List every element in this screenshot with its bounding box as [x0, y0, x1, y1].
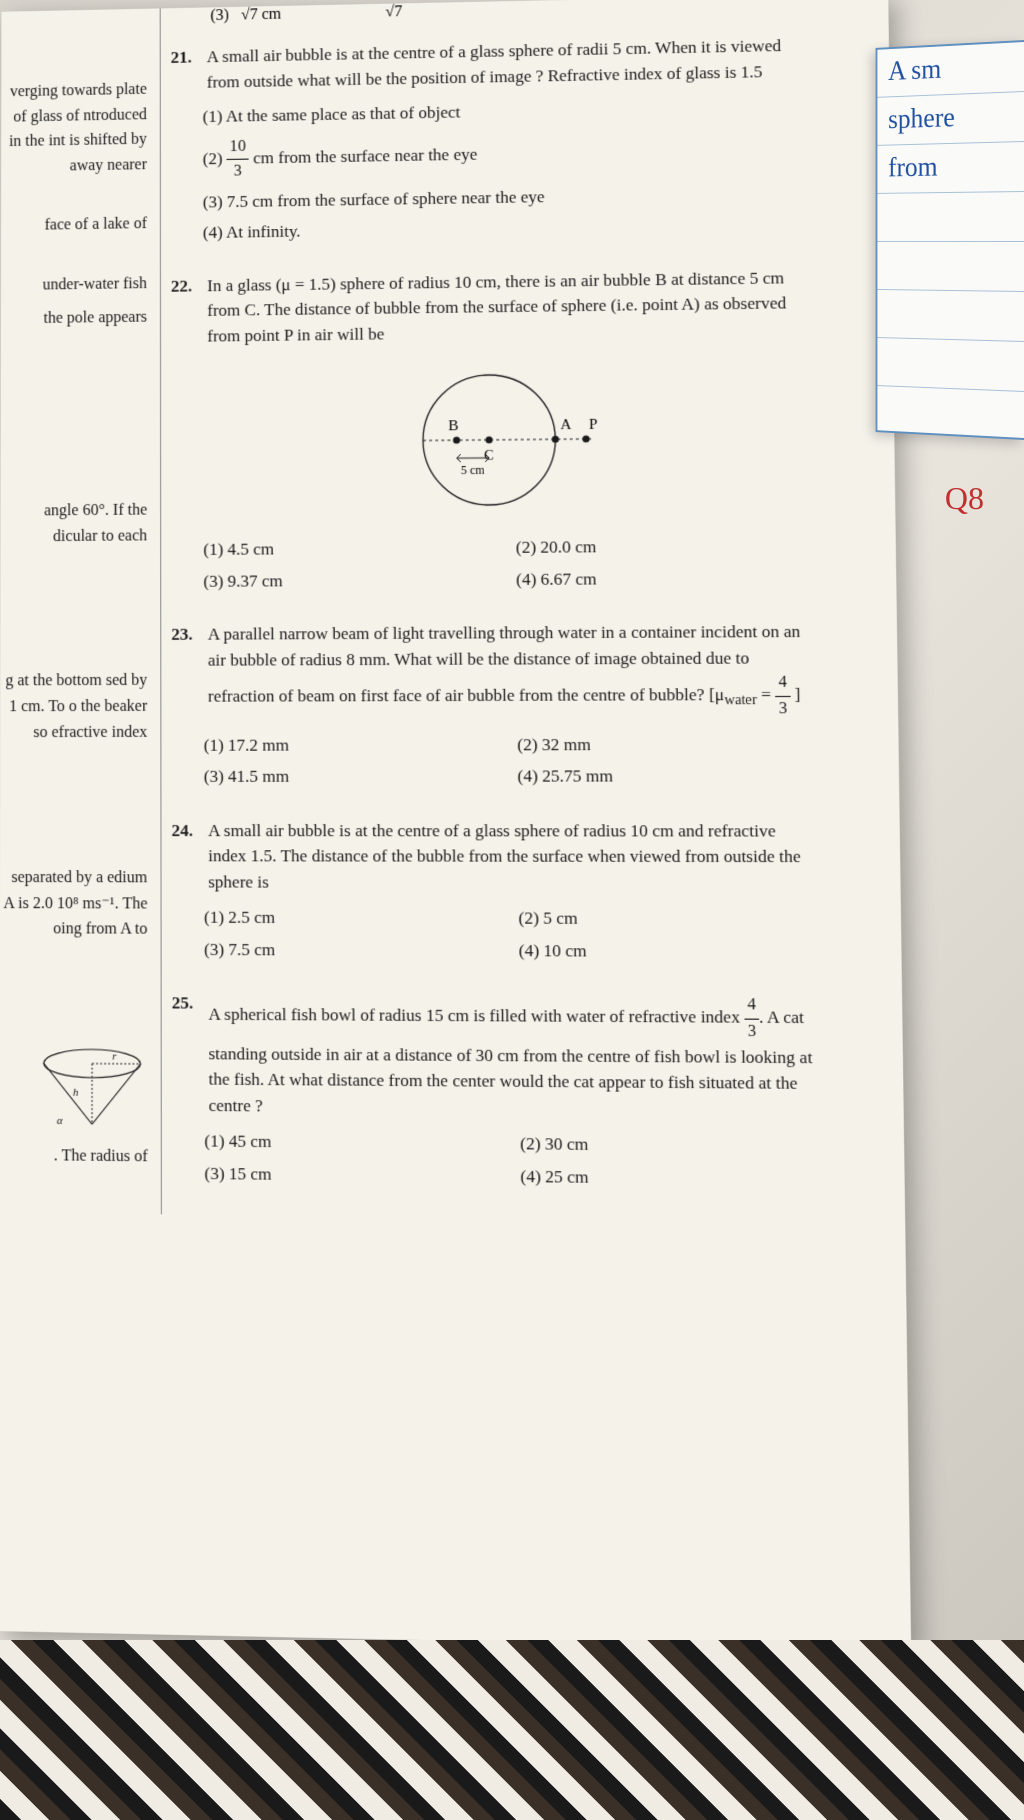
q22-text: In a glass (μ = 1.5) sphere of radius 10… — [207, 265, 807, 349]
notebook-line-2: sphere — [877, 92, 1024, 146]
left-fragment-2: face of a lake of — [1, 212, 147, 239]
left-cutoff-text: verging towards plate of glass of ntrodu… — [0, 77, 156, 1205]
left-fragment-6: g at the bottom sed by 1 cm. To o the be… — [0, 668, 147, 745]
main-column: (3) √7 cm √7 21. A small air bubble is a… — [160, 0, 842, 1222]
q25-number: 25. — [172, 991, 204, 1017]
question-25: 25. A spherical fish bowl of radius 15 c… — [172, 991, 842, 1193]
diagram-label-a: A — [560, 417, 571, 433]
q24-opt1: (1) 2.5 cm — [204, 905, 519, 932]
q23-options: (1) 17.2 mm (2) 32 mm (3) 41.5 mm (4) 25… — [204, 731, 837, 789]
diagram-label-b: B — [448, 419, 458, 435]
svg-text:h: h — [73, 1087, 79, 1099]
q23-number: 23. — [171, 622, 203, 648]
svg-text:r: r — [112, 1050, 117, 1062]
q21-text: A small air bubble is at the centre of a… — [207, 33, 804, 95]
q21-opt3: (3) 7.5 cm from the surface of sphere ne… — [203, 180, 829, 215]
q25-opt3: (3) 15 cm — [204, 1161, 520, 1190]
diagram-label-p: P — [588, 417, 597, 433]
question-23: 23. A parallel narrow beam of light trav… — [171, 619, 836, 790]
q22-circle-diagram: B A P C 5 cm — [387, 359, 612, 521]
q25-opt4: (4) 25 cm — [520, 1164, 841, 1193]
q21-opt1: (1) At the same place as that of object — [203, 93, 828, 130]
top-sqrt-2: √7 — [385, 3, 402, 20]
handwritten-annotation: Q8 — [945, 480, 984, 517]
q24-text: A small air bubble is at the centre of a… — [208, 818, 814, 896]
q24-opt4: (4) 10 cm — [519, 938, 839, 965]
q25-opt2: (2) 30 cm — [520, 1131, 841, 1160]
q22-number: 22. — [171, 273, 203, 299]
left-fragment-4: the pole appears — [1, 304, 147, 331]
left-fragment-8: . The radius of — [0, 1142, 148, 1169]
fabric-pattern — [0, 1640, 1024, 1820]
left-fragment-3: under-water fish — [1, 271, 147, 298]
q24-opt3: (3) 7.5 cm — [204, 937, 519, 964]
top-sqrt-1: √7 — [241, 6, 258, 23]
svg-text:α: α — [57, 1115, 63, 1127]
q21-opt4: (4) At infinity. — [203, 211, 830, 246]
q23-opt3: (3) 41.5 mm — [204, 764, 518, 790]
cone-diagram: r h α — [0, 1043, 148, 1144]
q23-opt2: (2) 32 mm — [517, 731, 836, 757]
top-fragment: (3) √7 cm √7 — [171, 0, 827, 26]
q22-opt2: (2) 20.0 cm — [516, 533, 834, 561]
q21-number: 21. — [171, 45, 203, 71]
question-24: 24. A small air bubble is at the centre … — [172, 818, 839, 965]
q22-options: (1) 4.5 cm (2) 20.0 cm (3) 9.37 cm (4) 6… — [203, 533, 834, 594]
textbook-page: verging towards plate of glass of ntrodu… — [0, 0, 911, 1651]
notebook-edge: A sm sphere from — [876, 40, 1024, 440]
q22-opt1: (1) 4.5 cm — [203, 535, 516, 563]
left-fragment-5: angle 60°. If the dicular to each — [0, 498, 147, 550]
q22-opt4: (4) 6.67 cm — [516, 565, 834, 593]
diagram-label-5cm: 5 cm — [460, 463, 485, 477]
q21-opt2: (2) 103 cm from the surface near the eye — [203, 124, 829, 184]
q23-text: A parallel narrow beam of light travelli… — [208, 619, 812, 722]
q23-opt1: (1) 17.2 mm — [204, 732, 518, 758]
notebook-line-1: A sm — [877, 42, 1024, 98]
q23-opt4: (4) 25.75 mm — [517, 764, 836, 790]
q25-options: (1) 45 cm (2) 30 cm (3) 15 cm (4) 25 cm — [204, 1129, 841, 1193]
top-opt-label: (3) — [210, 7, 229, 24]
left-fragment-7: separated by a edium A is 2.0 10⁸ ms⁻¹. … — [0, 865, 147, 942]
top-unit: cm — [262, 6, 282, 23]
q24-number: 24. — [172, 818, 204, 844]
q25-text: A spherical fish bowl of radius 15 cm is… — [208, 991, 817, 1124]
question-21: 21. A small air bubble is at the centre … — [171, 32, 830, 246]
question-22: 22. In a glass (μ = 1.5) sphere of radiu… — [171, 265, 834, 595]
q24-opt2: (2) 5 cm — [518, 906, 838, 933]
notebook-line-3: from — [877, 142, 1024, 194]
q21-options: (1) At the same place as that of object … — [203, 93, 830, 246]
q22-opt3: (3) 9.37 cm — [203, 567, 516, 594]
q24-options: (1) 2.5 cm (2) 5 cm (3) 7.5 cm (4) 10 cm — [204, 905, 839, 965]
q25-opt1: (1) 45 cm — [204, 1129, 520, 1158]
left-fragment-1: verging towards plate of glass of ntrodu… — [1, 77, 147, 180]
